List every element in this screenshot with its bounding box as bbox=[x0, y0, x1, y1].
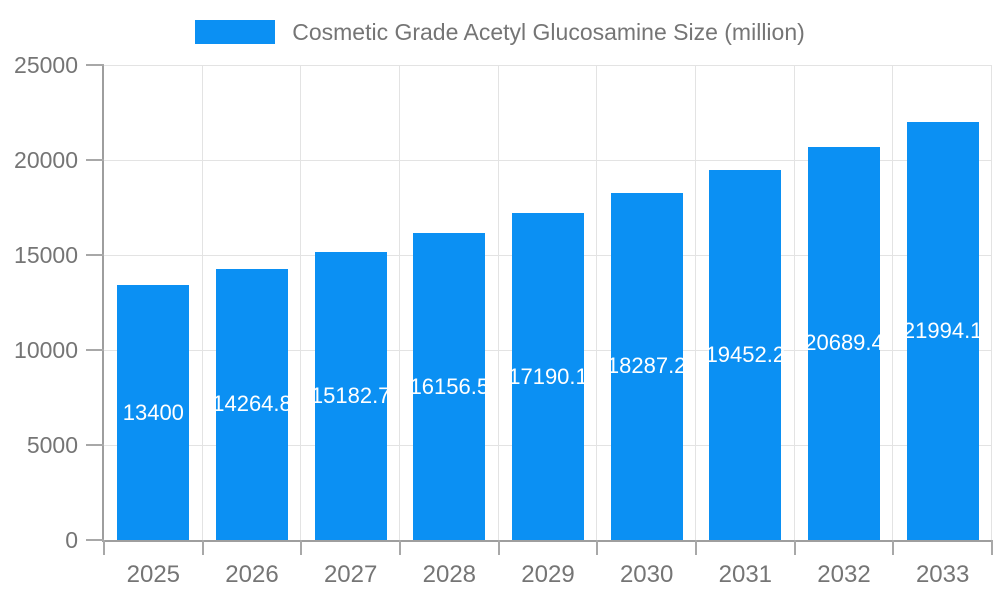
y-axis-tick bbox=[86, 254, 104, 256]
y-tick-label: 0 bbox=[65, 527, 78, 553]
y-axis-tick bbox=[86, 159, 104, 161]
grid-line-v bbox=[300, 65, 302, 540]
x-axis-tick bbox=[300, 540, 303, 555]
x-axis-label: 2032 bbox=[817, 561, 871, 588]
bar: 17190.1 bbox=[508, 213, 588, 540]
bar-value-label: 16156.5 bbox=[409, 373, 490, 399]
bar-value-label: 14264.8 bbox=[212, 391, 292, 417]
y-tick-label: 15000 bbox=[14, 242, 78, 268]
bar-value-label: 21994.1 bbox=[902, 318, 983, 344]
legend: Cosmetic Grade Acetyl Glucosamine Size (… bbox=[0, 20, 1000, 44]
bar-value-label: 18287.2 bbox=[606, 353, 687, 379]
x-axis-tick bbox=[497, 540, 500, 555]
x-axis-label: 2030 bbox=[619, 561, 674, 588]
bar-value-label: 15182.7 bbox=[310, 382, 391, 408]
grid-line-h bbox=[104, 160, 992, 161]
y-tick-label: 25000 bbox=[14, 52, 78, 78]
y-tick-label: 20000 bbox=[14, 147, 78, 173]
x-axis-tick bbox=[596, 540, 599, 555]
x-axis-tick bbox=[399, 540, 401, 555]
grid-line-v bbox=[399, 65, 400, 540]
bar: 19452.2 bbox=[706, 170, 785, 540]
bar: 14264.8 bbox=[212, 268, 292, 540]
x-axis-tick bbox=[991, 540, 993, 555]
x-axis-tick bbox=[793, 540, 796, 555]
grid-line-v bbox=[793, 65, 795, 540]
x-axis-label: 2028 bbox=[422, 561, 477, 588]
x-axis-label: 2029 bbox=[521, 561, 575, 588]
bar-value-label: 20689.4 bbox=[804, 330, 884, 356]
bar: 20689.4 bbox=[804, 146, 884, 540]
x-axis-label: 2031 bbox=[718, 561, 773, 588]
y-axis-tick bbox=[86, 64, 104, 66]
x-axis-tick bbox=[695, 540, 697, 555]
legend-label: Cosmetic Grade Acetyl Glucosamine Size (… bbox=[292, 19, 805, 45]
plot-area: 0 5000 10000 15000 20000 25000 2025 2026 2027 202… bbox=[14, 52, 993, 588]
x-axis-tick bbox=[201, 540, 204, 555]
grid-line-v bbox=[892, 65, 894, 540]
bar-value-label: 13400 bbox=[122, 399, 184, 425]
y-axis-tick bbox=[86, 539, 104, 541]
bar: 16156.5 bbox=[410, 233, 489, 540]
x-axis-label: 2025 bbox=[126, 561, 181, 588]
grid-line-v bbox=[497, 65, 499, 540]
x-axis-label: 2026 bbox=[225, 561, 279, 588]
x-axis-tick bbox=[892, 540, 895, 555]
y-tick-label: 10000 bbox=[14, 337, 78, 363]
y-tick-label: 5000 bbox=[26, 432, 78, 458]
grid-line-v bbox=[695, 65, 696, 540]
grid-line-v bbox=[201, 65, 203, 540]
bar-value-label: 17190.1 bbox=[508, 363, 588, 389]
grid-line-h bbox=[104, 65, 992, 66]
bar: 21994.1 bbox=[903, 122, 982, 540]
grid-line-v bbox=[991, 65, 992, 540]
grid-line-v bbox=[596, 65, 598, 540]
bar-value-label: 19452.2 bbox=[705, 342, 786, 368]
x-axis-label: 2033 bbox=[915, 561, 970, 588]
bar: 18287.2 bbox=[607, 192, 686, 540]
y-axis-tick bbox=[86, 349, 104, 351]
bar: 15182.7 bbox=[311, 251, 390, 540]
x-axis-label: 2027 bbox=[323, 561, 378, 588]
x-axis-tick bbox=[103, 540, 105, 555]
legend-swatch-icon bbox=[195, 20, 276, 44]
bar: 13400 bbox=[117, 285, 190, 540]
y-axis-tick bbox=[86, 444, 104, 446]
